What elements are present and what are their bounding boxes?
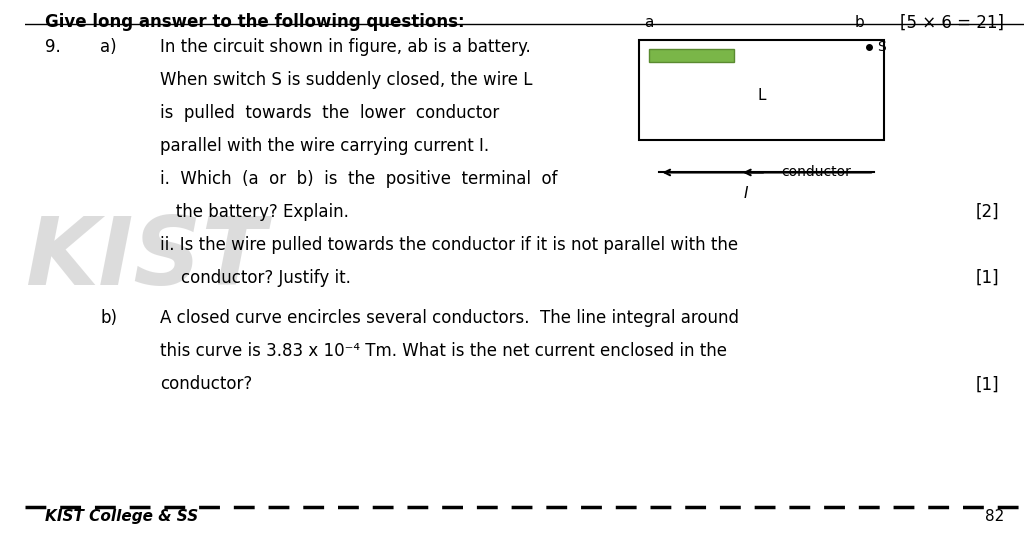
- Bar: [639, 40, 884, 140]
- Text: In the circuit shown in figure, ab is a battery.: In the circuit shown in figure, ab is a …: [160, 38, 530, 56]
- Text: a): a): [100, 38, 117, 56]
- Text: conductor?: conductor?: [160, 375, 252, 393]
- Text: L: L: [758, 88, 766, 103]
- Text: 82: 82: [985, 509, 1004, 524]
- Text: conductor: conductor: [781, 165, 851, 179]
- Text: When switch S is suddenly closed, the wire L: When switch S is suddenly closed, the wi…: [160, 71, 532, 89]
- Text: S: S: [878, 40, 886, 54]
- Text: b): b): [100, 309, 117, 327]
- Text: Give long answer to the following questions:: Give long answer to the following questi…: [45, 13, 465, 31]
- Text: KIST College & SS: KIST College & SS: [45, 509, 199, 524]
- Text: A closed curve encircles several conductors.  The line integral around: A closed curve encircles several conduct…: [160, 309, 739, 327]
- Text: I: I: [743, 186, 749, 201]
- Text: [2]: [2]: [976, 203, 999, 220]
- Text: 9.: 9.: [45, 38, 61, 56]
- Text: b: b: [854, 15, 864, 30]
- Bar: [649, 49, 734, 62]
- Text: a: a: [644, 15, 654, 30]
- Text: parallel with the wire carrying current I.: parallel with the wire carrying current …: [160, 137, 489, 155]
- Text: is  pulled  towards  the  lower  conductor: is pulled towards the lower conductor: [160, 103, 500, 122]
- Text: conductor? Justify it.: conductor? Justify it.: [160, 268, 351, 287]
- Text: ii. Is the wire pulled towards the conductor if it is not parallel with the: ii. Is the wire pulled towards the condu…: [160, 236, 738, 254]
- Text: i.  Which  (a  or  b)  is  the  positive  terminal  of: i. Which (a or b) is the positive termin…: [160, 170, 557, 188]
- Text: KIST: KIST: [25, 213, 265, 305]
- Text: [1]: [1]: [976, 268, 999, 287]
- Text: the battery? Explain.: the battery? Explain.: [160, 203, 349, 220]
- Text: this curve is 3.83 x 10⁻⁴ Tm. What is the net current enclosed in the: this curve is 3.83 x 10⁻⁴ Tm. What is th…: [160, 342, 727, 361]
- Text: [5 × 6 = 21]: [5 × 6 = 21]: [900, 13, 1004, 31]
- Text: [1]: [1]: [976, 375, 999, 393]
